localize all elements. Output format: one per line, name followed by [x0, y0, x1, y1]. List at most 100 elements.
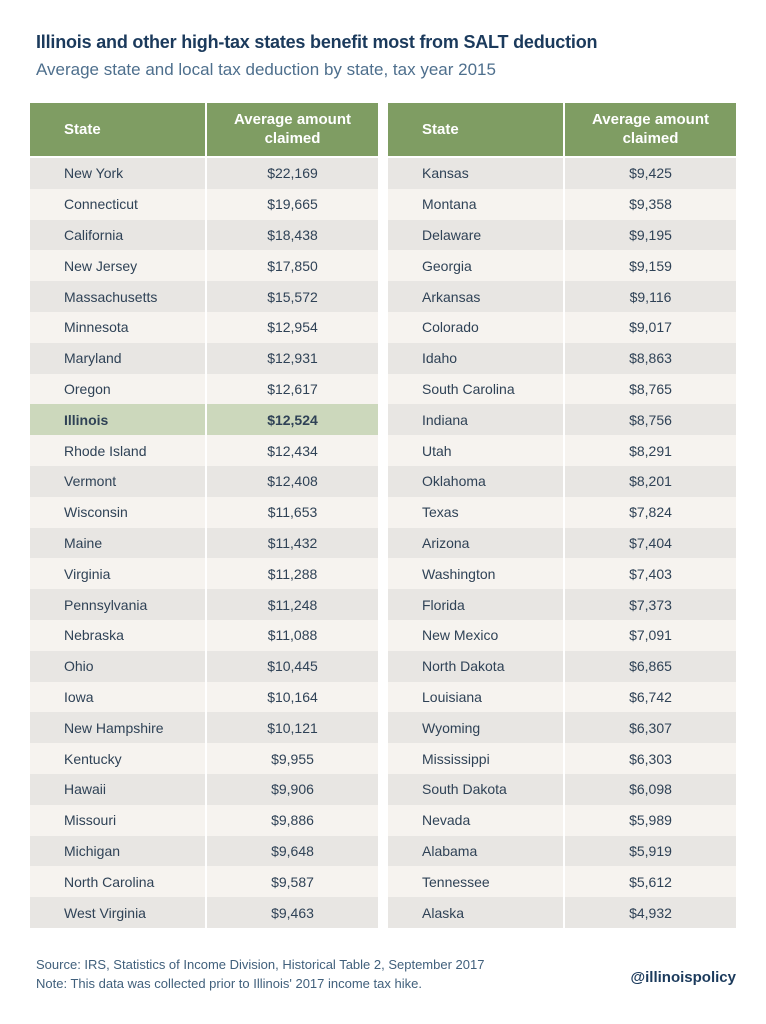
right-table-header: State Average amount claimed [388, 103, 736, 156]
table-row: North Carolina $9,587 [30, 866, 378, 898]
table-row: New Jersey $17,850 [30, 250, 378, 282]
source-line: Source: IRS, Statistics of Income Divisi… [36, 957, 485, 972]
table-row: Vermont $12,408 [30, 465, 378, 497]
amount-cell: $8,201 [565, 465, 736, 497]
right-table-body: Kansas $9,425 Montana $9,358 Delaware $9,195 G… [388, 158, 736, 928]
amount-cell: $9,463 [207, 897, 378, 928]
left-table: State Average amount claimed New York $22… [30, 103, 378, 928]
state-cell: West Virginia [30, 897, 205, 928]
footer-source-block: Source: IRS, Statistics of Income Divisi… [36, 956, 484, 994]
table-row: Pennsylvania $11,248 [30, 589, 378, 620]
state-cell: Indiana [388, 404, 563, 436]
state-cell: California [30, 219, 205, 251]
amount-cell: $7,373 [565, 589, 736, 620]
state-cell: Pennsylvania [30, 589, 205, 620]
amount-cell: $12,524 [207, 404, 378, 436]
state-cell: Massachusetts [30, 281, 205, 312]
table-row: California $18,438 [30, 219, 378, 251]
table-row: Utah $8,291 [388, 435, 736, 466]
table-row: Alaska $4,932 [388, 897, 736, 928]
state-cell: Hawaii [30, 773, 205, 805]
state-cell: Alabama [388, 835, 563, 867]
state-cell: Alaska [388, 897, 563, 928]
amount-cell: $5,612 [565, 866, 736, 898]
table-row: Michigan $9,648 [30, 835, 378, 867]
amount-cell: $7,091 [565, 619, 736, 651]
state-cell: Arkansas [388, 281, 563, 312]
amount-cell: $6,865 [565, 650, 736, 682]
left-table-body: New York $22,169 Connecticut $19,665 Califor… [30, 158, 378, 928]
table-row: Louisiana $6,742 [388, 681, 736, 713]
amount-cell: $12,954 [207, 311, 378, 343]
state-cell: Maine [30, 527, 205, 559]
left-table-header: State Average amount claimed [30, 103, 378, 156]
amount-cell: $6,307 [565, 712, 736, 744]
table-row: Rhode Island $12,434 [30, 435, 378, 466]
column-header-amount: Average amount claimed [207, 103, 378, 156]
amount-cell: $17,850 [207, 250, 378, 282]
table-row: Nebraska $11,088 [30, 619, 378, 651]
table-row: New Hampshire $10,121 [30, 712, 378, 744]
amount-cell: $19,665 [207, 188, 378, 220]
state-cell: Rhode Island [30, 435, 205, 466]
column-header-amount: Average amount claimed [565, 103, 736, 156]
table-row: Georgia $9,159 [388, 250, 736, 282]
table-row: New York $22,169 [30, 158, 378, 189]
amount-cell: $11,288 [207, 558, 378, 590]
table-row: Wyoming $6,307 [388, 712, 736, 744]
state-cell: Mississippi [388, 743, 563, 774]
table-row: Massachusetts $15,572 [30, 281, 378, 312]
state-cell: Washington [388, 558, 563, 590]
amount-cell: $4,932 [565, 897, 736, 928]
amount-cell: $9,906 [207, 773, 378, 805]
state-cell: Colorado [388, 311, 563, 343]
table-row: Maine $11,432 [30, 527, 378, 559]
state-cell: Tennessee [388, 866, 563, 898]
amount-cell: $8,863 [565, 342, 736, 374]
social-handle: @illinoispolicy [630, 969, 736, 986]
amount-cell: $9,017 [565, 311, 736, 343]
state-cell: Utah [388, 435, 563, 466]
right-table: State Average amount claimed Kansas $9,42… [388, 103, 736, 928]
table-row: Montana $9,358 [388, 188, 736, 220]
state-cell: Connecticut [30, 188, 205, 220]
table-row: Arkansas $9,116 [388, 281, 736, 312]
table-row: Virginia $11,288 [30, 558, 378, 590]
amount-cell: $9,886 [207, 804, 378, 836]
table-row: Minnesota $12,954 [30, 311, 378, 343]
state-cell: Nebraska [30, 619, 205, 651]
table-row: Mississippi $6,303 [388, 743, 736, 774]
table-row: Oklahoma $8,201 [388, 465, 736, 497]
table-row: Idaho $8,863 [388, 342, 736, 374]
table-row: New Mexico $7,091 [388, 619, 736, 651]
table-row: Connecticut $19,665 [30, 188, 378, 220]
amount-cell: $12,408 [207, 465, 378, 497]
state-cell: Kentucky [30, 743, 205, 774]
state-cell: South Dakota [388, 773, 563, 805]
page-title: Illinois and other high-tax states benef… [36, 32, 598, 52]
state-cell: Louisiana [388, 681, 563, 713]
amount-cell: $10,445 [207, 650, 378, 682]
state-cell: New Mexico [388, 619, 563, 651]
table-row: Ohio $10,445 [30, 650, 378, 682]
table-row: Florida $7,373 [388, 589, 736, 620]
state-cell: Nevada [388, 804, 563, 836]
amount-cell: $12,617 [207, 373, 378, 405]
amount-cell: $10,121 [207, 712, 378, 744]
table-row: North Dakota $6,865 [388, 650, 736, 682]
state-cell: Ohio [30, 650, 205, 682]
amount-cell: $6,742 [565, 681, 736, 713]
amount-cell: $7,404 [565, 527, 736, 559]
table-row: Missouri $9,886 [30, 804, 378, 836]
amount-cell: $8,756 [565, 404, 736, 436]
state-cell: New York [30, 158, 205, 189]
amount-cell: $7,403 [565, 558, 736, 590]
state-cell: Delaware [388, 219, 563, 251]
table-row: Washington $7,403 [388, 558, 736, 590]
state-cell: Maryland [30, 342, 205, 374]
amount-cell: $9,195 [565, 219, 736, 251]
page-subtitle: Average state and local tax deduction by… [36, 60, 496, 79]
amount-cell: $9,587 [207, 866, 378, 898]
amount-cell: $6,098 [565, 773, 736, 805]
